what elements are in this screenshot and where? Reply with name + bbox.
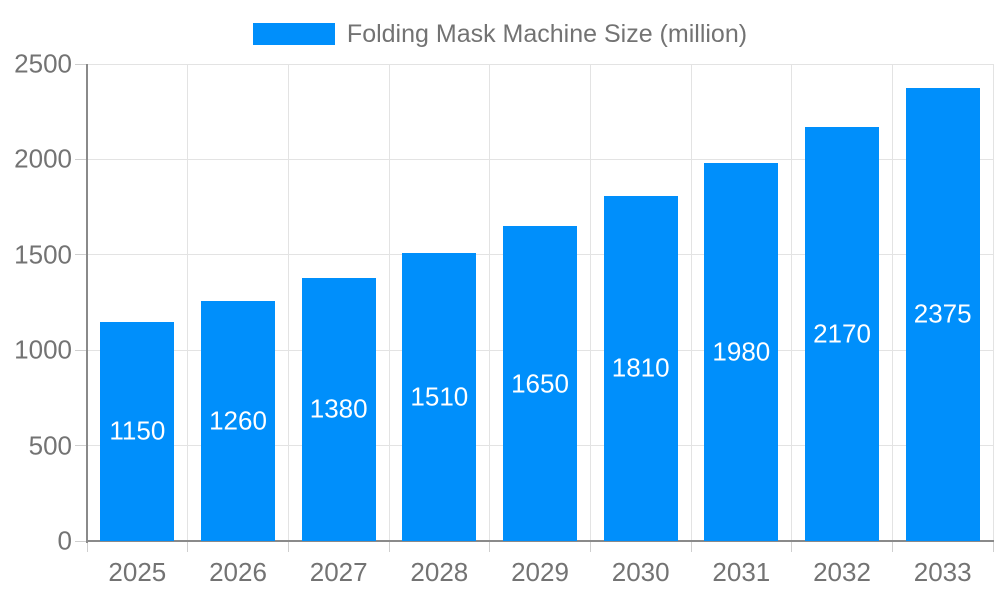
bar — [301, 277, 376, 541]
bar-value-label: 1980 — [712, 336, 771, 367]
y-tick-label: 2000 — [14, 143, 72, 174]
bar-value-label: 2375 — [913, 298, 972, 329]
x-tick-mark — [690, 542, 692, 552]
x-gridline — [690, 64, 692, 541]
x-gridline — [489, 64, 491, 541]
y-tick-mark — [75, 158, 87, 160]
x-tick-mark — [891, 542, 893, 552]
x-tick-label: 2032 — [813, 557, 871, 587]
bar-value-label: 1260 — [209, 405, 267, 436]
x-tick-mark — [187, 542, 189, 552]
x-tick-label: 2028 — [410, 557, 469, 587]
bar — [201, 300, 275, 541]
y-gridline — [87, 158, 993, 160]
x-tick-label: 2029 — [511, 557, 569, 587]
legend-label: Folding Mask Machine Size (million) — [346, 20, 748, 48]
x-gridline — [589, 64, 591, 541]
y-tick-mark — [75, 445, 87, 447]
bar-value-label: 2170 — [813, 318, 871, 349]
bar-value-label: 1650 — [511, 368, 569, 399]
x-gridline — [287, 64, 289, 541]
y-tick-label: 1000 — [14, 334, 72, 365]
x-tick-mark — [489, 542, 491, 552]
x-tick-label: 2026 — [209, 557, 267, 587]
bar-value-label: 1380 — [309, 393, 368, 424]
x-tick-label: 2027 — [309, 557, 368, 587]
x-gridline — [791, 64, 793, 541]
bar — [100, 321, 175, 541]
y-axis-line — [86, 64, 88, 543]
bar — [704, 163, 779, 541]
x-tick-mark — [388, 542, 390, 552]
bar — [402, 252, 477, 541]
y-tick-label: 0 — [57, 525, 72, 556]
x-gridline — [992, 64, 994, 541]
bar — [805, 126, 879, 541]
bar-value-label: 1810 — [611, 352, 670, 383]
x-axis-line — [86, 540, 994, 542]
x-gridline — [891, 64, 893, 541]
legend-swatch-icon — [252, 23, 335, 45]
y-tick-label: 500 — [28, 430, 72, 461]
x-tick-mark — [86, 542, 88, 552]
y-tick-label: 2500 — [14, 48, 72, 79]
bar-value-label: 1510 — [410, 381, 469, 412]
x-tick-mark — [992, 542, 994, 552]
bar — [905, 87, 980, 541]
y-gridline — [87, 63, 993, 65]
y-tick-mark — [75, 63, 87, 65]
x-tick-label: 2033 — [913, 557, 972, 587]
bar — [503, 226, 577, 541]
x-tick-label: 2031 — [712, 557, 771, 587]
bar — [603, 195, 678, 541]
x-tick-label: 2025 — [108, 557, 167, 587]
x-tick-label: 2030 — [611, 557, 670, 587]
y-tick-mark — [75, 254, 87, 256]
y-tick-mark — [75, 540, 87, 542]
legend-item[interactable]: Folding Mask Machine Size (million) — [252, 17, 748, 51]
bar-value-label: 1150 — [109, 415, 166, 446]
x-tick-mark — [589, 542, 591, 552]
x-gridline — [187, 64, 189, 541]
y-tick-label: 1500 — [14, 239, 72, 270]
x-tick-mark — [791, 542, 793, 552]
y-tick-mark — [75, 349, 87, 351]
x-tick-mark — [287, 542, 289, 552]
x-gridline — [388, 64, 390, 541]
legend: Folding Mask Machine Size (million) — [0, 17, 1000, 51]
